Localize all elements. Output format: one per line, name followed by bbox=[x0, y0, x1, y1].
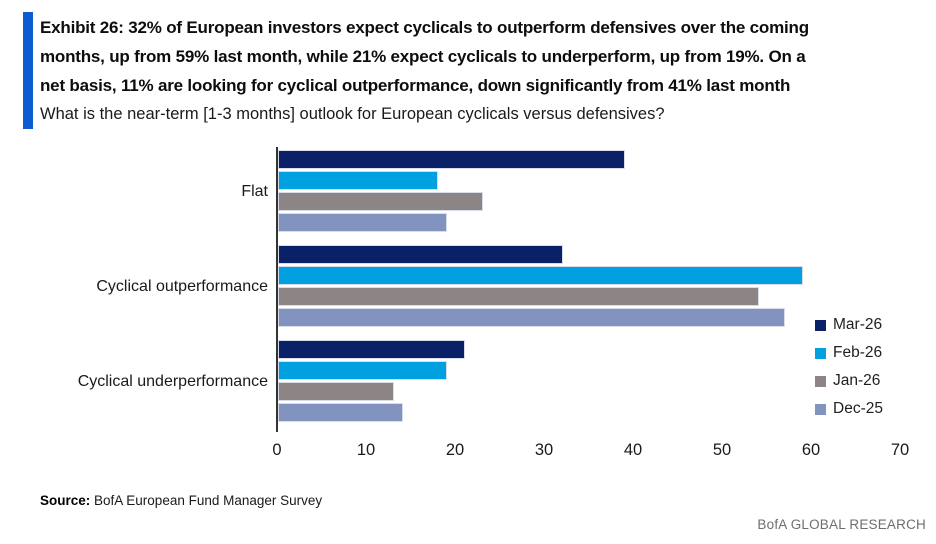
x-tick-label: 50 bbox=[712, 441, 732, 459]
y-axis-line bbox=[276, 147, 278, 432]
source-note: Source: BofA European Fund Manager Surve… bbox=[40, 492, 322, 510]
exhibit-title-line: Exhibit 26: 32% of European investors ex… bbox=[40, 18, 809, 37]
legend-label: Mar-26 bbox=[833, 316, 883, 333]
category-label: Cyclical outperformance bbox=[96, 278, 268, 295]
x-tick-label: 10 bbox=[356, 441, 376, 459]
legend-label: Dec-25 bbox=[833, 400, 883, 417]
x-tick-label: 60 bbox=[801, 441, 821, 459]
bar-feb-26 bbox=[278, 361, 447, 380]
x-tick-label: 20 bbox=[445, 441, 465, 459]
legend-label: Feb-26 bbox=[833, 344, 883, 361]
bar-feb-26 bbox=[278, 266, 803, 285]
legend-item: Feb-26 bbox=[815, 342, 883, 364]
legend-swatch-icon bbox=[815, 403, 826, 415]
x-tick-label: 40 bbox=[623, 441, 643, 459]
bar-feb-26 bbox=[278, 171, 438, 190]
x-tick-label: 0 bbox=[272, 441, 282, 459]
bar-dec-25 bbox=[278, 308, 785, 327]
brand-watermark: BofA GLOBAL RESEARCH bbox=[757, 517, 926, 532]
category-label: Flat bbox=[241, 183, 268, 200]
bar-mar-26 bbox=[278, 150, 625, 169]
bar-mar-26 bbox=[278, 245, 563, 264]
source-text: BofA European Fund Manager Survey bbox=[90, 493, 323, 508]
title-accent-bar bbox=[23, 12, 33, 129]
bar-mar-26 bbox=[278, 340, 465, 359]
bar-jan-26 bbox=[278, 382, 394, 401]
legend-swatch-icon bbox=[815, 375, 826, 387]
survey-question: What is the near-term [1-3 months] outlo… bbox=[40, 105, 665, 123]
plot-area bbox=[278, 0, 901, 544]
x-tick-label: 30 bbox=[534, 441, 554, 459]
legend-swatch-icon bbox=[815, 319, 826, 331]
bar-jan-26 bbox=[278, 287, 759, 306]
legend-item: Mar-26 bbox=[815, 314, 883, 336]
source-label: Source: bbox=[40, 493, 91, 508]
exhibit-title-line: months, up from 59% last month, while 21… bbox=[40, 47, 806, 66]
header: Exhibit 26: 32% of European investors ex… bbox=[40, 13, 930, 128]
exhibit-title: Exhibit 26: 32% of European investors ex… bbox=[40, 13, 930, 100]
bar-dec-25 bbox=[278, 403, 403, 422]
bar-dec-25 bbox=[278, 213, 447, 232]
bar-jan-26 bbox=[278, 192, 483, 211]
exhibit-title-line: net basis, 11% are looking for cyclical … bbox=[40, 76, 791, 95]
legend-label: Jan-26 bbox=[833, 372, 881, 389]
legend-item: Jan-26 bbox=[815, 370, 883, 392]
legend: Mar-26 Feb-26 Jan-26 Dec-25 bbox=[815, 314, 883, 426]
legend-swatch-icon bbox=[815, 347, 826, 359]
x-tick-label: 70 bbox=[890, 441, 910, 459]
category-label: Cyclical underperformance bbox=[77, 373, 268, 390]
legend-item: Dec-25 bbox=[815, 398, 883, 420]
